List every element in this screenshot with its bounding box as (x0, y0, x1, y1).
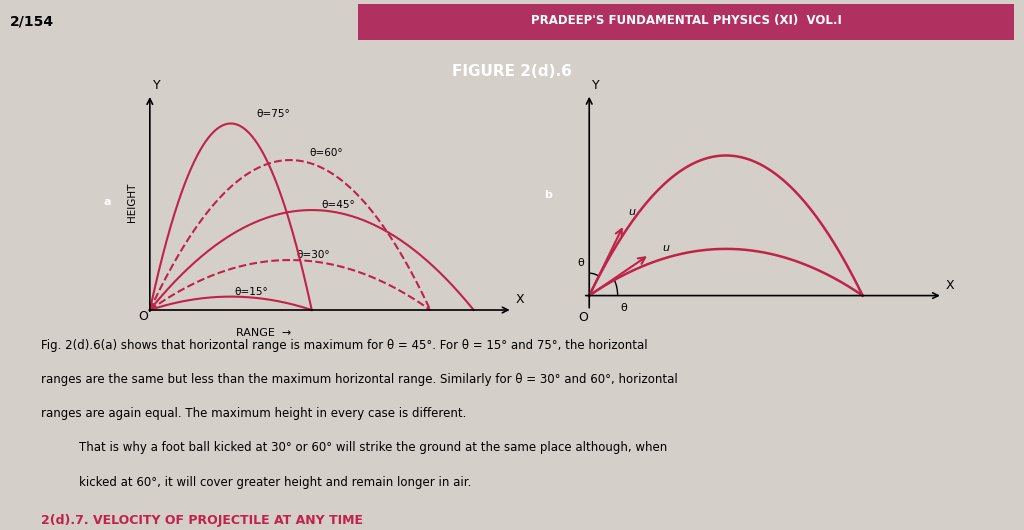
Text: PRADEEP'S FUNDAMENTAL PHYSICS (XI)  VOL.I: PRADEEP'S FUNDAMENTAL PHYSICS (XI) VOL.I (530, 14, 842, 27)
Text: Fig. 2(d).6(a) shows that horizontal range is maximum for θ = 45°. For θ = 15° a: Fig. 2(d).6(a) shows that horizontal ran… (41, 339, 647, 352)
Text: kicked at 60°, it will cover greater height and remain longer in air.: kicked at 60°, it will cover greater hei… (80, 475, 472, 489)
Text: θ=60°: θ=60° (309, 148, 343, 158)
Text: RANGE  →: RANGE → (236, 328, 291, 338)
Circle shape (96, 188, 119, 216)
Text: X: X (946, 279, 954, 292)
Text: θ=75°: θ=75° (257, 110, 291, 119)
Text: a: a (104, 197, 112, 207)
Text: θ=15°: θ=15° (234, 287, 268, 297)
Text: Y: Y (592, 79, 600, 92)
Text: HEIGHT: HEIGHT (127, 182, 137, 222)
Text: FIGURE 2(d).6: FIGURE 2(d).6 (452, 64, 572, 79)
Text: Y: Y (153, 79, 161, 92)
Text: θ=45°: θ=45° (322, 200, 355, 210)
Text: That is why a foot ball kicked at 30° or 60° will strike the ground at the same : That is why a foot ball kicked at 30° or… (80, 441, 668, 454)
Text: X: X (516, 293, 524, 306)
Text: θ=30°: θ=30° (297, 250, 330, 260)
Text: θ: θ (621, 303, 628, 313)
FancyBboxPatch shape (358, 4, 1014, 40)
Text: ranges are the same but less than the maximum horizontal range. Similarly for θ : ranges are the same but less than the ma… (41, 373, 678, 386)
Circle shape (538, 182, 559, 208)
Text: O: O (138, 310, 148, 323)
Text: 2(d).7. VELOCITY OF PROJECTILE AT ANY TIME: 2(d).7. VELOCITY OF PROJECTILE AT ANY TI… (41, 514, 362, 527)
Text: u: u (629, 207, 636, 217)
Text: b: b (544, 190, 552, 200)
Text: u: u (662, 243, 669, 253)
Text: O: O (578, 311, 588, 323)
Text: ranges are again equal. The maximum height in every case is different.: ranges are again equal. The maximum heig… (41, 407, 466, 420)
Text: θ: θ (578, 258, 584, 268)
Text: 2/154: 2/154 (10, 14, 54, 28)
